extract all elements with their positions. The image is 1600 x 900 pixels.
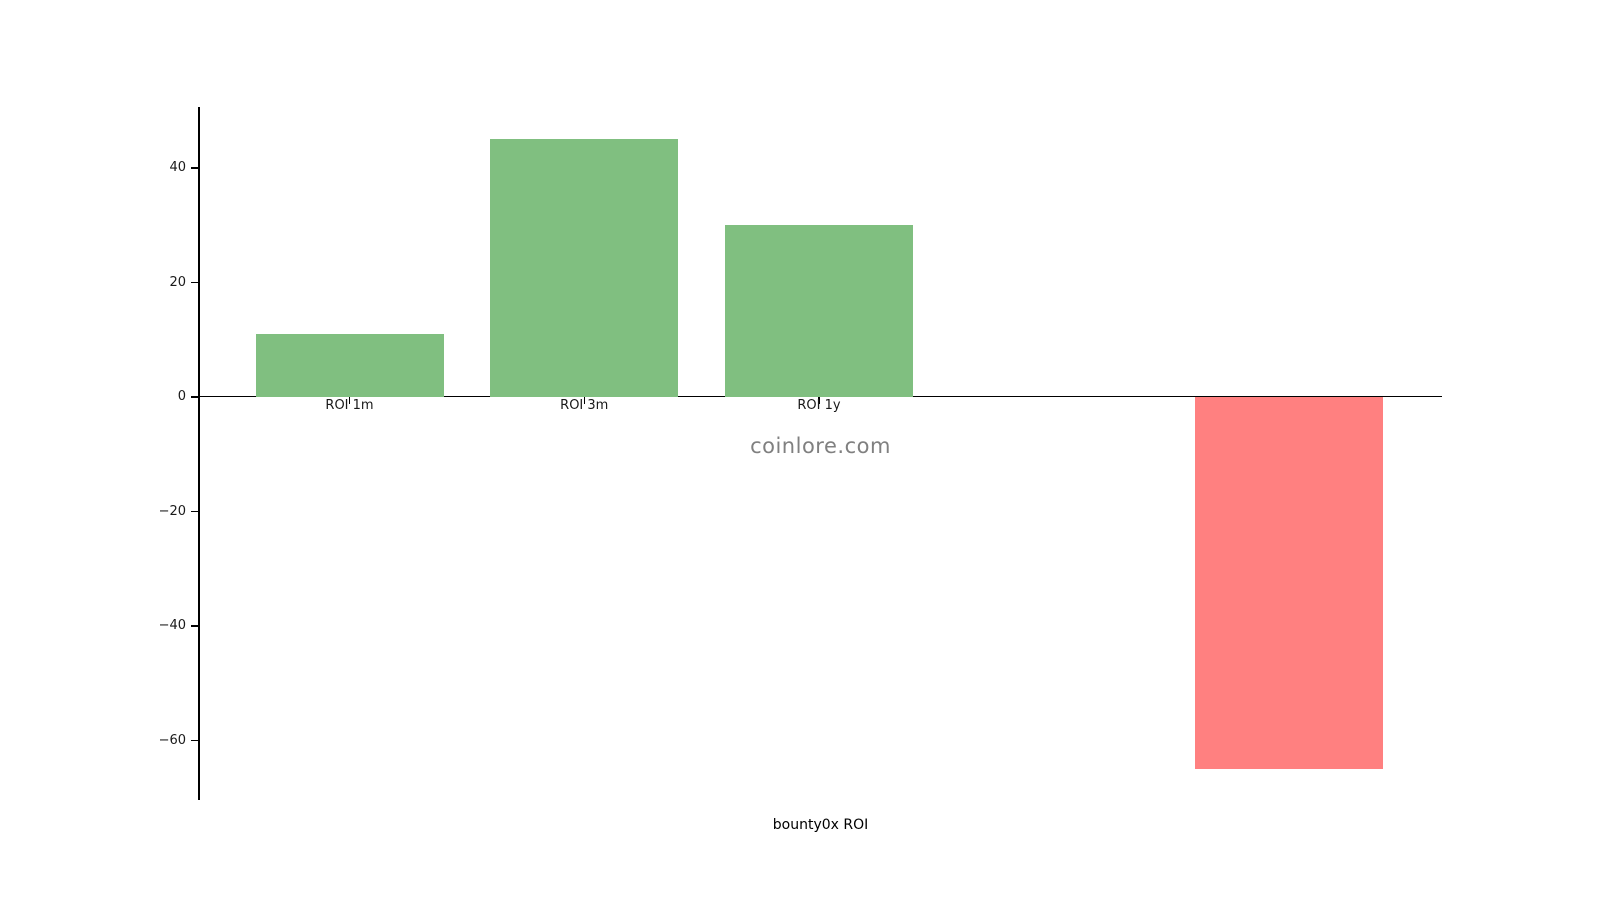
y-tick-label: 20 (169, 274, 186, 290)
watermark-text: coinlore.com (750, 434, 891, 458)
x-tick-mark (818, 397, 820, 404)
x-tick-label: ROI 3m (560, 397, 609, 413)
bar (490, 139, 679, 397)
y-tick-mark (191, 739, 198, 742)
chart-xlabel: bounty0x ROI (772, 817, 869, 833)
y-axis-spine (198, 107, 200, 800)
y-tick-label: −20 (158, 503, 186, 519)
x-tick-mark (348, 397, 351, 404)
y-tick-mark (191, 510, 198, 513)
y-tick-label: 0 (177, 389, 186, 404)
y-tick-mark (191, 396, 198, 398)
y-tick-label: −60 (158, 732, 186, 748)
y-tick-label: 40 (169, 160, 186, 175)
y-tick-mark (191, 167, 198, 169)
bar (725, 225, 913, 397)
x-tick-label: ROI 1y (797, 397, 841, 413)
x-tick-mark (583, 397, 585, 404)
bar (255, 334, 444, 397)
bar (1194, 397, 1383, 770)
x-tick-label: ROI 1m (325, 397, 374, 413)
y-tick-label: −40 (158, 618, 186, 633)
y-tick-mark (191, 281, 198, 284)
y-tick-mark (191, 625, 198, 627)
